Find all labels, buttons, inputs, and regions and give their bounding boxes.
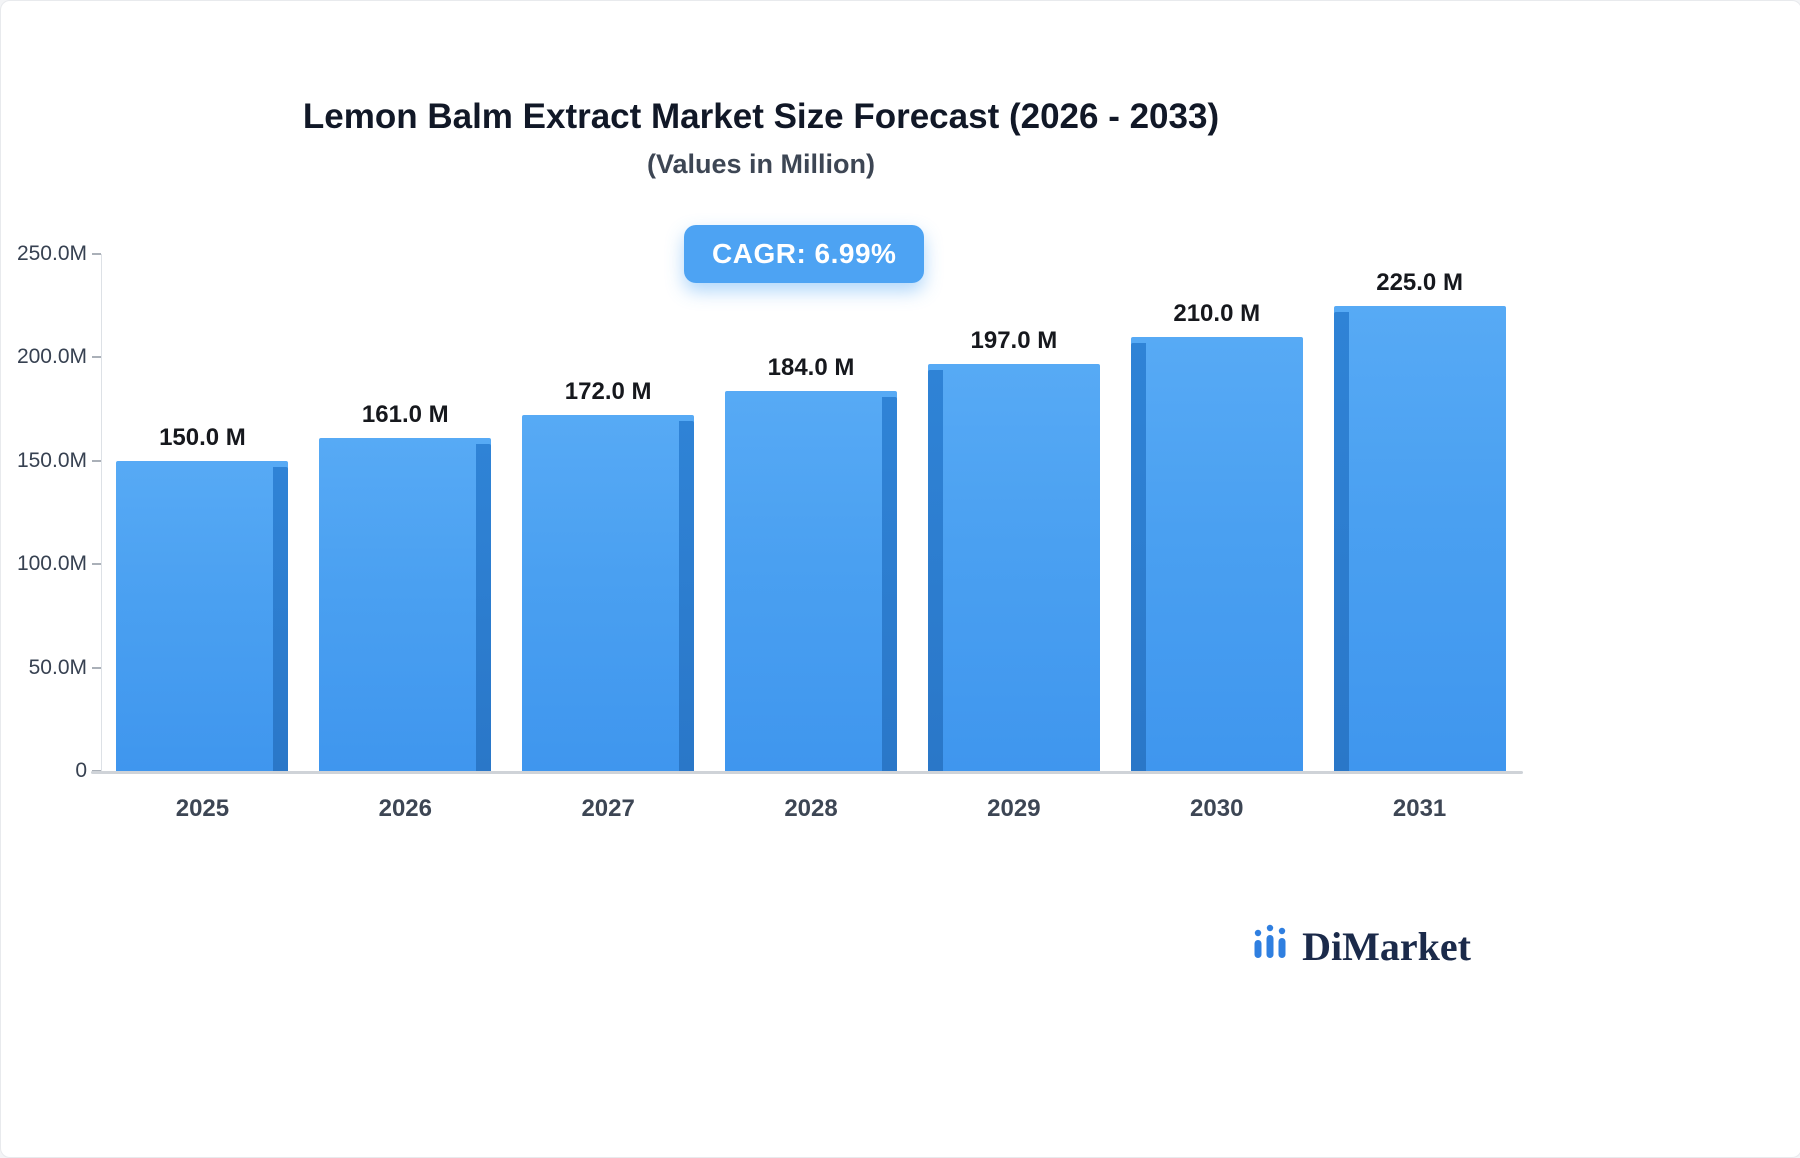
x-axis-label: 2030 <box>1190 795 1244 822</box>
bar-slot: 150.0 M 2025 <box>101 254 304 822</box>
chart-subtitle: (Values in Million) <box>646 149 876 179</box>
x-axis-baseline <box>91 771 1523 774</box>
y-axis-tick-marks <box>92 253 101 772</box>
bar <box>927 363 1100 772</box>
x-axis-label: 2027 <box>581 795 635 822</box>
x-axis-label: 2025 <box>175 795 230 822</box>
y-tick-mark <box>92 253 101 255</box>
bar <box>1333 305 1506 772</box>
bar-slot: 172.0 M 2027 <box>507 254 710 822</box>
chart-title: Lemon Balm Extract Market Size Forecast … <box>302 97 1220 136</box>
y-axis-label: 200.0M <box>16 345 87 369</box>
y-axis-label: 100.0M <box>16 552 87 576</box>
bar-slot: 225.0 M 2031 <box>1318 254 1521 822</box>
bar-slot: 210.0 M 2030 <box>1115 254 1318 822</box>
bar-slot: 161.0 M 2026 <box>304 254 507 822</box>
x-axis-label: 2028 <box>784 795 838 822</box>
y-axis-label: 250.0M <box>16 242 87 265</box>
y-axis-label: 50.0M <box>28 655 87 679</box>
bar-value-label: 184.0 M <box>767 353 855 381</box>
bar <box>319 438 492 771</box>
logo-text: DiMarket <box>1302 924 1471 969</box>
bar-value-label: 197.0 M <box>970 326 1058 354</box>
bar-chart-icon <box>1250 920 1292 967</box>
plot-area: 150.0 M 2025 161.0 M 2026 172.0 M 2027 184.0 M… <box>101 254 1521 822</box>
x-axis-label: 2031 <box>1392 795 1447 822</box>
bar <box>1130 336 1303 772</box>
bar <box>116 460 289 772</box>
y-tick-mark <box>92 356 101 359</box>
bar-value-label: 172.0 M <box>564 378 652 406</box>
bar-slot: 197.0 M 2029 <box>912 254 1115 822</box>
x-axis-label: 2026 <box>378 795 432 822</box>
x-axis-label: 2029 <box>987 795 1041 822</box>
y-axis-labels: 0 50.0M 100.0M 150.0M 200.0M 250.0M <box>1 242 87 782</box>
bar-value-label: 150.0 M <box>159 423 246 451</box>
cagr-badge: CAGR: 6.99% <box>684 225 925 283</box>
y-tick-mark <box>92 666 101 669</box>
y-axis-label: 150.0M <box>16 448 87 472</box>
bar-value-label: 225.0 M <box>1376 268 1463 296</box>
y-axis-label: 0 <box>75 759 87 782</box>
bar <box>725 390 897 771</box>
bar-value-label: 210.0 M <box>1173 299 1261 327</box>
y-tick-mark <box>92 563 101 566</box>
bar-slot: 184.0 M 2028 <box>710 254 913 822</box>
y-tick-mark <box>92 459 101 462</box>
dimarket-logo: DiMarket <box>1250 920 1471 967</box>
y-axis-line <box>101 254 102 771</box>
bar-value-label: 161.0 M <box>361 401 449 429</box>
bar <box>522 415 695 771</box>
